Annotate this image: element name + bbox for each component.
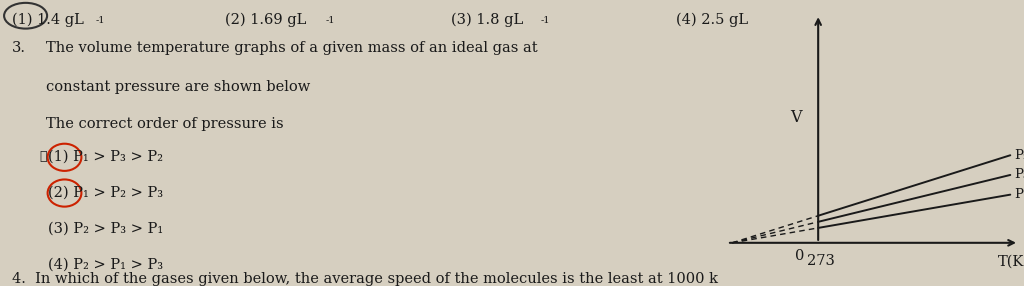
Text: constant pressure are shown below: constant pressure are shown below [46, 80, 310, 94]
Text: P₂: P₂ [1015, 149, 1024, 162]
Text: (3) P₂ > P₃ > P₁: (3) P₂ > P₃ > P₁ [48, 222, 164, 236]
Text: (1) 1.4 gL: (1) 1.4 gL [12, 13, 84, 27]
Text: -1: -1 [326, 16, 335, 25]
Text: -1: -1 [95, 16, 104, 25]
Text: (4) 2.5 gL: (4) 2.5 gL [676, 13, 748, 27]
Text: (2) P₁ > P₂ > P₃: (2) P₁ > P₂ > P₃ [48, 186, 163, 200]
Text: (1) P₁ > P₃ > P₂: (1) P₁ > P₃ > P₂ [48, 150, 163, 164]
Text: V: V [790, 109, 802, 126]
Text: (3) 1.8 gL: (3) 1.8 gL [451, 13, 523, 27]
Text: P₁: P₁ [1015, 188, 1024, 201]
Text: (4) P₂ > P₁ > P₃: (4) P₂ > P₁ > P₃ [48, 257, 163, 271]
Text: The correct order of pressure is: The correct order of pressure is [46, 117, 284, 131]
Text: 0: 0 [795, 249, 805, 263]
Text: P₃: P₃ [1015, 168, 1024, 181]
Text: 3.: 3. [12, 41, 27, 55]
Text: 4.  In which of the gases given below, the average speed of the molecules is the: 4. In which of the gases given below, th… [12, 272, 718, 286]
Text: ✓: ✓ [39, 150, 46, 163]
Text: (2) 1.69 gL: (2) 1.69 gL [225, 13, 306, 27]
Text: The volume temperature graphs of a given mass of an ideal gas at: The volume temperature graphs of a given… [46, 41, 538, 55]
Text: 273: 273 [807, 255, 836, 268]
Text: -1: -1 [541, 16, 550, 25]
Text: T(K): T(K) [997, 255, 1024, 268]
